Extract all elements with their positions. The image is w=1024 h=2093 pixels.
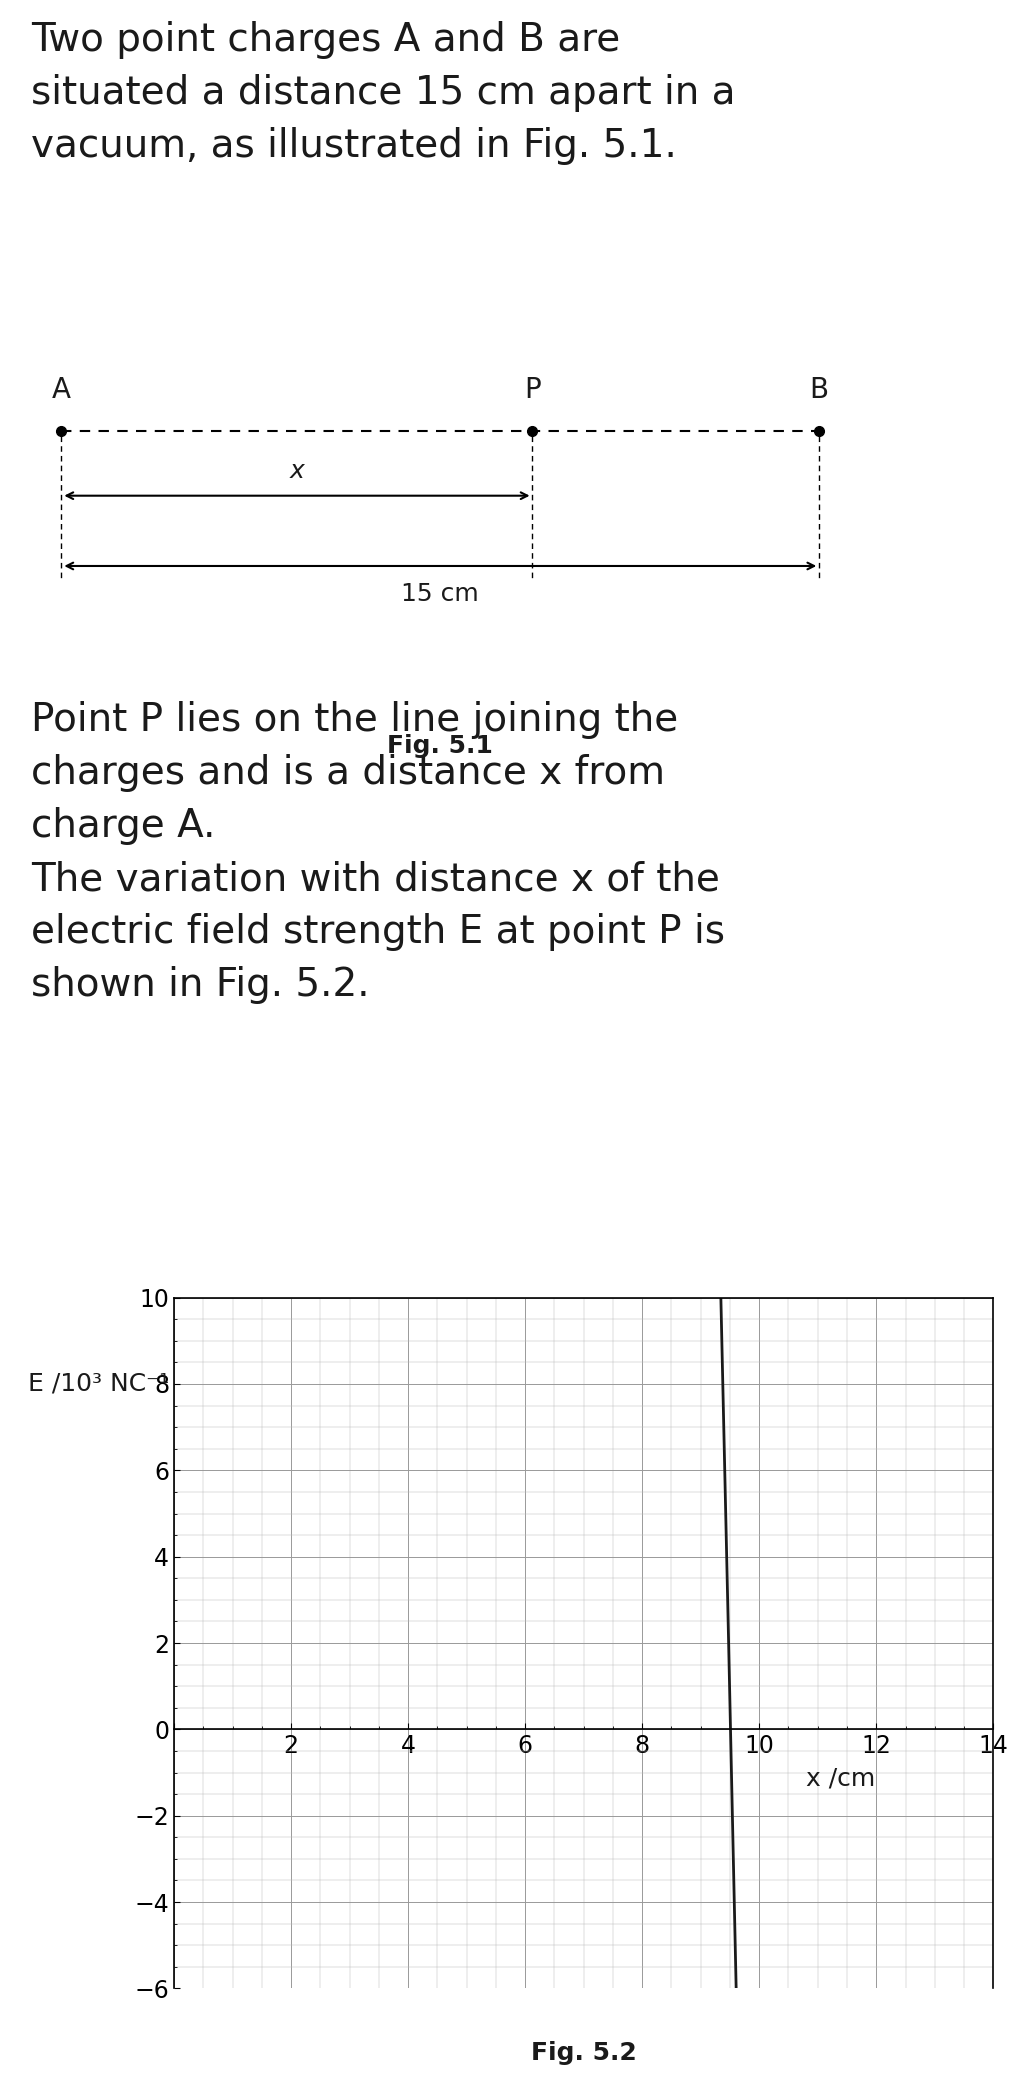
Text: x /cm: x /cm — [806, 1766, 876, 1790]
Text: E /10³ NC⁻¹: E /10³ NC⁻¹ — [28, 1373, 169, 1396]
Text: Point P lies on the line joining the
charges and is a distance x from
charge A.
: Point P lies on the line joining the cha… — [31, 701, 725, 1005]
Text: x: x — [290, 458, 304, 483]
Text: A: A — [52, 377, 71, 404]
Text: Fig. 5.2: Fig. 5.2 — [530, 2041, 637, 2064]
Text: Two point charges A and B are
situated a distance 15 cm apart in a
vacuum, as il: Two point charges A and B are situated a… — [31, 21, 735, 165]
Text: 15 cm: 15 cm — [401, 582, 479, 607]
Text: P: P — [524, 377, 541, 404]
Text: B: B — [810, 377, 828, 404]
Text: Fig. 5.1: Fig. 5.1 — [387, 735, 494, 758]
